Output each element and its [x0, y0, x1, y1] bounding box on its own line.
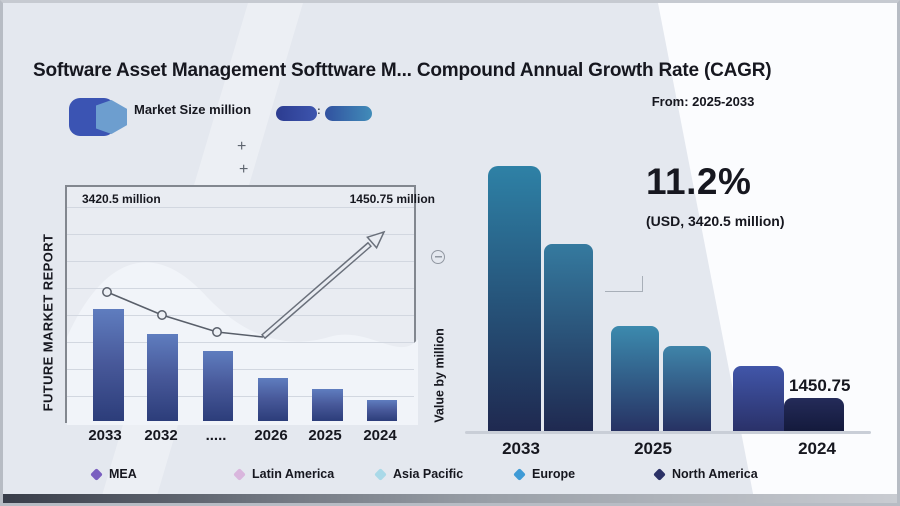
bar-2024	[367, 400, 397, 421]
x-tick-label: .....	[205, 427, 227, 444]
plus-icon: +	[237, 138, 247, 155]
x-tick-label: 2024	[363, 427, 397, 444]
cagr-value: 11.2%	[646, 161, 752, 202]
legend-marker-icon	[90, 467, 103, 481]
bar-2025-primary	[611, 326, 659, 431]
bar-2033-secondary	[544, 244, 593, 431]
ratio-separator: :	[317, 105, 321, 117]
frame-bottom-edge	[3, 494, 897, 503]
legend-marker-icon	[374, 467, 387, 481]
hexagon-icon	[96, 100, 127, 134]
right-chart-baseline	[465, 431, 871, 434]
market-size-label: Market Size million	[134, 102, 252, 117]
x-tick-label: 2025	[634, 439, 672, 458]
left-chart-start-value: 3420.5 million	[82, 192, 161, 206]
market-size-icon	[69, 98, 131, 136]
bar-.....	[203, 351, 233, 421]
plus-icon: +	[239, 161, 249, 178]
legend-item-europe: Europe	[513, 467, 576, 481]
legend-marker-icon	[233, 467, 246, 481]
ratio-pill-right	[325, 106, 372, 121]
ratio-pill-left	[276, 106, 317, 121]
left-bar-series	[67, 187, 414, 421]
bar-2025-secondary	[663, 346, 711, 431]
legend-item-north-america: North America	[653, 467, 758, 481]
left-chart-end-value: 1450.75 million	[349, 192, 435, 206]
legend-label: Latin America	[252, 467, 335, 481]
region-legend: MEA Latin America Asia Pacific Europe North …	[3, 467, 897, 485]
bar-2024-secondary	[784, 398, 844, 431]
legend-label: Europe	[532, 467, 576, 481]
x-tick-label: 2032	[144, 427, 178, 444]
legend-marker-icon	[513, 467, 526, 481]
bar-2026	[258, 378, 288, 421]
corner-bracket-decoration	[605, 276, 643, 292]
x-tick-label: 2026	[254, 427, 288, 444]
page-title: Software Asset Management Softtware M...…	[33, 60, 772, 81]
cagr-note: (USD, 3420.5 million)	[646, 213, 785, 229]
left-chart-panel	[65, 185, 418, 425]
left-x-axis: 2033 2032..... 2026 2025 2024	[65, 427, 416, 447]
gridlines	[67, 207, 414, 421]
value-annotation: 1450.75	[789, 376, 851, 395]
date-range-label: From: 2025-2033	[651, 94, 755, 109]
bar-2033	[93, 309, 124, 421]
circle-minus-icon	[431, 250, 445, 264]
x-tick-label: 2025	[308, 427, 342, 444]
legend-item-mea: MEA	[90, 467, 137, 481]
legend-item-asia-pacific: Asia Pacific	[374, 467, 464, 481]
legend-label: North America	[672, 467, 758, 481]
bar-2033-primary	[488, 166, 541, 431]
x-tick-label: 2033	[88, 427, 122, 444]
bar-2024-primary	[733, 366, 784, 431]
legend-item-latin-america: Latin America	[233, 467, 335, 481]
x-tick-label: 2024	[798, 439, 836, 458]
watermark-text: FUTURE MARKET REPORT	[40, 233, 56, 412]
legend-marker-icon	[653, 467, 666, 481]
x-tick-label: 2033	[502, 439, 540, 458]
right-y-axis-label: Value by million	[432, 328, 447, 423]
bar-2025	[312, 389, 343, 421]
bar-2032	[147, 334, 178, 421]
legend-label: Asia Pacific	[393, 467, 464, 481]
legend-label: MEA	[109, 467, 137, 481]
trend-line-and-arrow	[102, 230, 386, 340]
